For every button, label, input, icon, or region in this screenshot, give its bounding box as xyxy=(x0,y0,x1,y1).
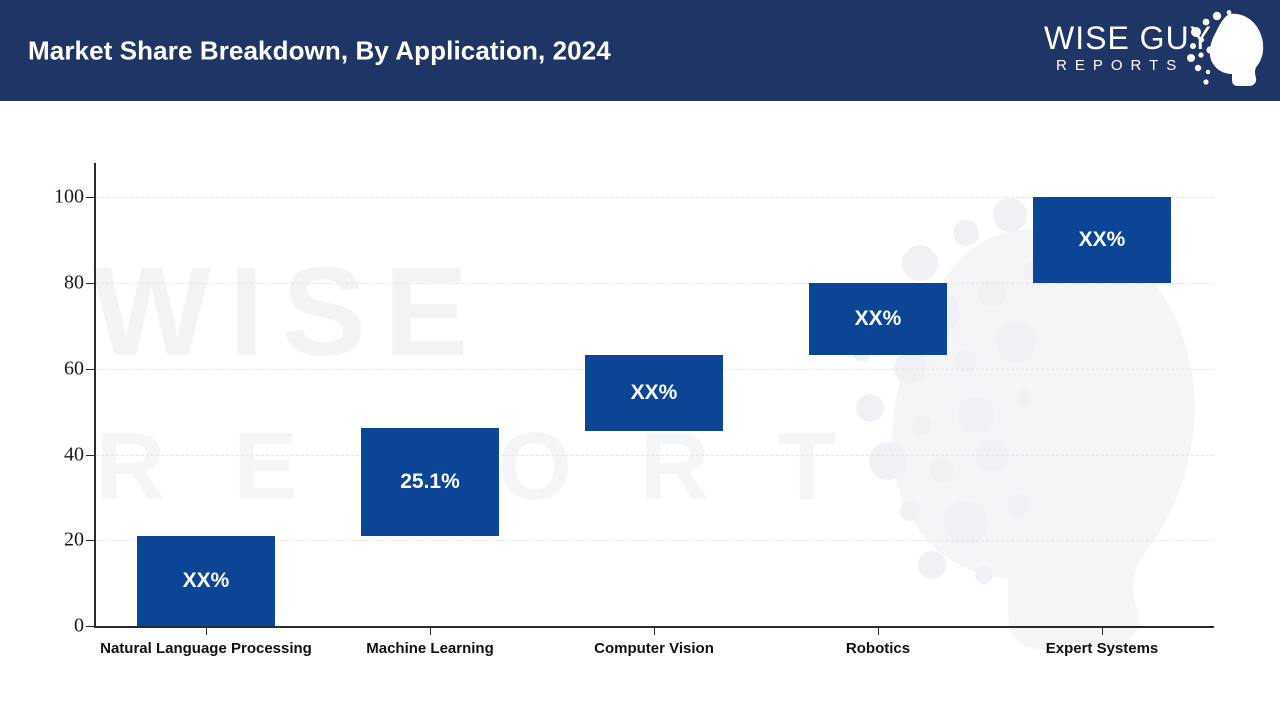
wise-guy-reports-logo: WISE GUY REPORTS xyxy=(1022,6,1272,96)
head-profile-dots-icon xyxy=(1187,10,1264,86)
bar-value-label: XX% xyxy=(630,380,678,404)
y-axis-tick-label: 60 xyxy=(64,357,84,380)
bar-value-label: XX% xyxy=(182,568,230,592)
chart-plot-area: WISE REPORTS xyxy=(0,101,1280,720)
bar[interactable] xyxy=(136,535,276,626)
watermark-primary-text: WISE xyxy=(92,241,487,382)
gridline xyxy=(96,197,1214,199)
logo-secondary-text: REPORTS xyxy=(1056,57,1185,74)
y-axis-tick-mark xyxy=(86,197,94,199)
logo-primary-text: WISE GUY xyxy=(1044,20,1213,56)
gridline xyxy=(96,283,1214,285)
y-axis-tick-mark xyxy=(86,283,94,285)
y-axis-line xyxy=(94,163,96,628)
x-axis-tick-label: Computer Vision xyxy=(594,640,714,657)
y-axis-tick-label: 80 xyxy=(64,271,84,294)
y-axis-tick-mark xyxy=(86,368,94,370)
x-axis-tick-label: Machine Learning xyxy=(366,640,494,657)
x-axis-tick-label: Expert Systems xyxy=(1045,640,1159,657)
bar[interactable] xyxy=(360,428,500,536)
y-axis-tick-mark xyxy=(86,540,94,542)
gridline xyxy=(96,454,1214,456)
y-axis-tick-label: 100 xyxy=(54,185,84,208)
bar-value-label: XX% xyxy=(854,306,902,330)
x-axis-tick-mark xyxy=(430,628,431,635)
bar[interactable] xyxy=(808,283,948,355)
bar[interactable] xyxy=(1032,197,1172,284)
x-axis-tick-mark xyxy=(878,628,879,635)
page-title: Market Share Breakdown, By Application, … xyxy=(28,35,611,65)
x-axis-tick-mark xyxy=(206,628,207,635)
y-axis-tick-mark xyxy=(86,626,94,627)
gridline xyxy=(96,540,1214,542)
x-axis-tick-label: Robotics xyxy=(845,640,911,657)
y-axis-tick-label: 40 xyxy=(64,443,84,466)
x-axis-line xyxy=(94,626,1214,628)
y-axis-tick-label: 20 xyxy=(64,528,84,551)
bar-value-label: 25.1% xyxy=(400,470,460,494)
watermark-secondary-text: REPORTS xyxy=(96,413,1037,520)
y-axis-tick-label: 0 xyxy=(74,614,84,637)
x-axis-tick-mark xyxy=(1102,628,1103,635)
x-axis-tick-mark xyxy=(654,628,655,635)
header-bar: Market Share Breakdown, By Application, … xyxy=(0,0,1280,101)
bar-value-label: XX% xyxy=(1078,228,1126,252)
x-axis-tick-label: Natural Language Processing xyxy=(100,640,312,657)
y-axis-tick-mark xyxy=(86,454,94,456)
bar[interactable] xyxy=(584,354,724,431)
